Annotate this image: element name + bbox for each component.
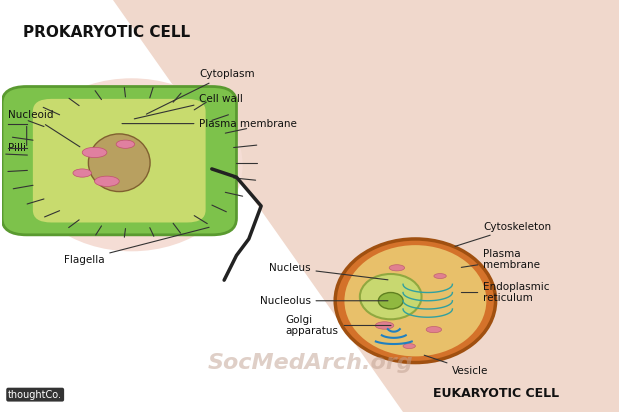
FancyBboxPatch shape <box>2 87 236 235</box>
Text: Nucleoid: Nucleoid <box>8 110 80 147</box>
Ellipse shape <box>335 239 496 363</box>
Text: PROKARYOTIC CELL: PROKARYOTIC CELL <box>24 25 191 40</box>
Ellipse shape <box>426 326 441 333</box>
Text: Flagella: Flagella <box>64 227 209 265</box>
Ellipse shape <box>403 344 415 349</box>
Text: EUKARYOTIC CELL: EUKARYOTIC CELL <box>433 386 559 400</box>
Text: thoughtCo.: thoughtCo. <box>8 390 62 400</box>
Text: Cytoskeleton: Cytoskeleton <box>455 222 552 246</box>
Ellipse shape <box>344 245 487 356</box>
Ellipse shape <box>20 78 243 251</box>
Text: Nucleolus: Nucleolus <box>259 296 388 306</box>
Text: Endoplasmic
reticulum: Endoplasmic reticulum <box>461 282 550 303</box>
Text: Cell wall: Cell wall <box>134 94 243 119</box>
Ellipse shape <box>360 274 422 319</box>
Polygon shape <box>175 0 619 412</box>
Ellipse shape <box>82 147 107 158</box>
Text: Vesicle: Vesicle <box>424 355 489 376</box>
Text: Plasma
membrane: Plasma membrane <box>461 249 540 270</box>
Text: Cytoplasm: Cytoplasm <box>147 69 255 114</box>
Ellipse shape <box>375 322 394 329</box>
Text: Pilli: Pilli <box>8 143 26 153</box>
Ellipse shape <box>434 274 446 279</box>
Ellipse shape <box>89 134 150 192</box>
Ellipse shape <box>73 169 92 177</box>
Text: Golgi
apparatus: Golgi apparatus <box>286 315 391 336</box>
Text: Plasma membrane: Plasma membrane <box>122 119 297 129</box>
FancyBboxPatch shape <box>33 99 206 222</box>
Ellipse shape <box>95 176 119 186</box>
Polygon shape <box>113 0 619 412</box>
Ellipse shape <box>378 293 403 309</box>
Text: Nucleus: Nucleus <box>269 263 388 280</box>
Ellipse shape <box>389 265 405 271</box>
Text: SocMedArch.org: SocMedArch.org <box>208 353 413 372</box>
Ellipse shape <box>116 140 135 148</box>
